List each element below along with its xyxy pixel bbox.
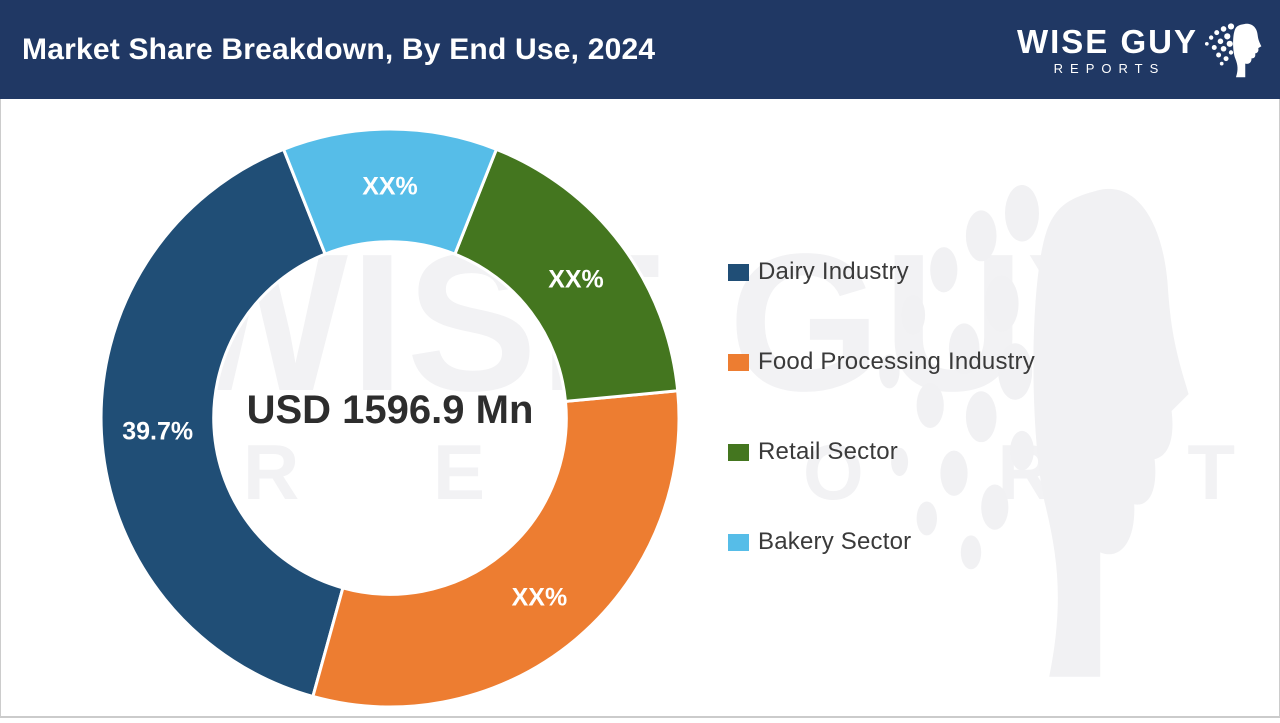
wise-guy-reports-logo: WISE GUY REPORTS xyxy=(1017,10,1262,90)
donut-chart: 39.7% XX% XX% XX% USD 1596.9 Mn xyxy=(90,118,690,723)
face-profile-shape xyxy=(1233,23,1262,77)
chart-legend: Dairy Industry Food Processing Industry … xyxy=(728,250,1035,564)
legend-label-bakery-sector: Bakery Sector xyxy=(758,528,912,555)
donut-slice-retail-sector[interactable] xyxy=(453,147,680,403)
donut-slices xyxy=(99,127,681,709)
legend-item-dairy-industry[interactable]: Dairy Industry xyxy=(728,250,1035,294)
legend-swatch-retail-sector xyxy=(728,443,749,461)
legend-item-food-processing-industry[interactable]: Food Processing Industry xyxy=(728,340,1035,384)
slice-label-dairy-industry: 39.7% xyxy=(122,417,193,445)
logo-face-icon xyxy=(1204,22,1262,77)
logo-wordmark: WISE GUY xyxy=(1016,22,1198,60)
logo-subtitle: REPORTS xyxy=(1053,60,1166,76)
slice-label-retail-sector: XX% xyxy=(548,265,604,293)
header-bar: Market Share Breakdown, By End Use, 2024… xyxy=(0,0,1280,99)
donut-slice-bakery-sector[interactable] xyxy=(282,127,498,256)
page-title: Market Share Breakdown, By End Use, 2024 xyxy=(22,32,656,66)
legend-label-food-processing-industry: Food Processing Industry xyxy=(758,348,1035,375)
legend-label-dairy-industry: Dairy Industry xyxy=(758,258,909,285)
donut-slice-food-processing-industry[interactable] xyxy=(311,389,681,709)
legend-label-retail-sector: Retail Sector xyxy=(758,438,898,465)
donut-center-value: USD 1596.9 Mn xyxy=(247,388,534,432)
legend-swatch-food-processing-industry xyxy=(728,353,749,371)
donut-slice-dairy-industry[interactable] xyxy=(99,147,345,698)
watermark-face-icon xyxy=(879,184,1189,677)
legend-swatch-dairy-industry xyxy=(728,263,749,281)
bottom-divider xyxy=(0,716,1280,718)
slice-label-bakery-sector: XX% xyxy=(362,172,418,200)
donut-slice-labels: 39.7% XX% XX% XX% xyxy=(122,172,604,611)
legend-swatch-bakery-sector xyxy=(728,533,749,551)
legend-item-retail-sector[interactable]: Retail Sector xyxy=(728,430,1035,474)
logo-text: WISE GUY REPORTS xyxy=(1017,25,1198,75)
legend-item-bakery-sector[interactable]: Bakery Sector xyxy=(728,520,1035,564)
slice-label-food-processing-industry: XX% xyxy=(512,583,568,611)
